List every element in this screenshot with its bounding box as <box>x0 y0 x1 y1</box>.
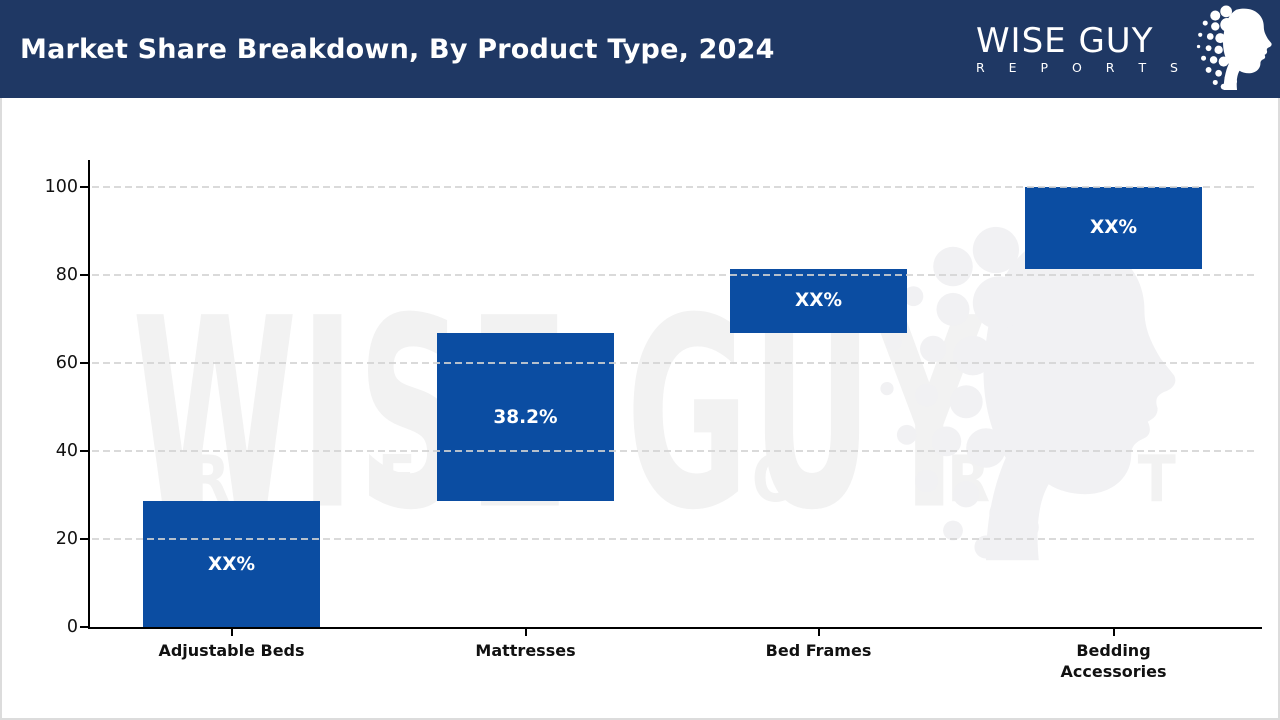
header-banner: Market Share Breakdown, By Product Type,… <box>0 0 1280 98</box>
bar-bed-frames: XX% <box>730 268 907 334</box>
logo-subtext: R E P O R T S <box>975 60 1188 75</box>
y-tick-mark-20 <box>80 538 88 540</box>
bar-value-label: XX% <box>207 553 256 575</box>
x-tick-mark-bed-frames <box>817 629 820 636</box>
y-tick-mark-100 <box>80 186 88 188</box>
y-tick-label-20: 20 <box>55 529 78 549</box>
bar-value-label: XX% <box>794 290 843 312</box>
y-tick-label-80: 80 <box>55 265 78 285</box>
category-label-bedding-accessories: Bedding Accessories <box>1060 641 1167 681</box>
x-tick-mark-bedding-accessories <box>1112 629 1115 636</box>
y-axis-line <box>88 160 90 629</box>
chart-frame: WISE GUY R E P O R T S XX%38.2%XX%XX%020… <box>0 98 1280 720</box>
dotted-head-profile-icon <box>1196 5 1272 90</box>
bar-adjustable-beds: XX% <box>143 501 320 627</box>
bar-value-label: 38.2% <box>493 406 558 428</box>
y-tick-mark-60 <box>80 362 88 364</box>
waterfall-plot: XX% 38.2% XX% XX% 0 20 40 60 80 100 Adjustable Bed… <box>2 98 1278 718</box>
wiseguy-logo-text: WISE GUY R E P O R T S <box>976 23 1188 75</box>
x-tick-mark-adjustable-beds <box>230 629 233 636</box>
category-label-adjustable-beds: Adjustable Beds <box>158 641 305 660</box>
x-tick-mark-mattresses <box>524 629 527 636</box>
bar-value-label: XX% <box>1089 217 1138 239</box>
page-title: Market Share Breakdown, By Product Type,… <box>20 33 775 65</box>
y-tick-label-100: 100 <box>44 177 78 197</box>
wiseguy-logo: WISE GUY R E P O R T S <box>976 0 1274 98</box>
category-label-bed-frames: Bed Frames <box>765 641 872 660</box>
y-tick-mark-0 <box>80 626 88 628</box>
y-tick-label-40: 40 <box>55 441 78 461</box>
gridline-y-40 <box>92 450 1257 452</box>
bar-bedding-accessories: XX% <box>1025 187 1202 269</box>
bar-mattresses: 38.2% <box>437 333 614 502</box>
y-tick-mark-80 <box>80 274 88 276</box>
y-tick-mark-40 <box>80 450 88 452</box>
gridline-y-80 <box>92 274 1257 276</box>
y-tick-label-60: 60 <box>55 353 78 373</box>
x-axis-line <box>88 627 1262 629</box>
y-tick-label-0: 0 <box>66 617 78 637</box>
category-label-mattresses: Mattresses <box>475 641 576 660</box>
gridline-y-60 <box>92 362 1257 364</box>
logo-wordmark: WISE GUY <box>975 21 1154 61</box>
